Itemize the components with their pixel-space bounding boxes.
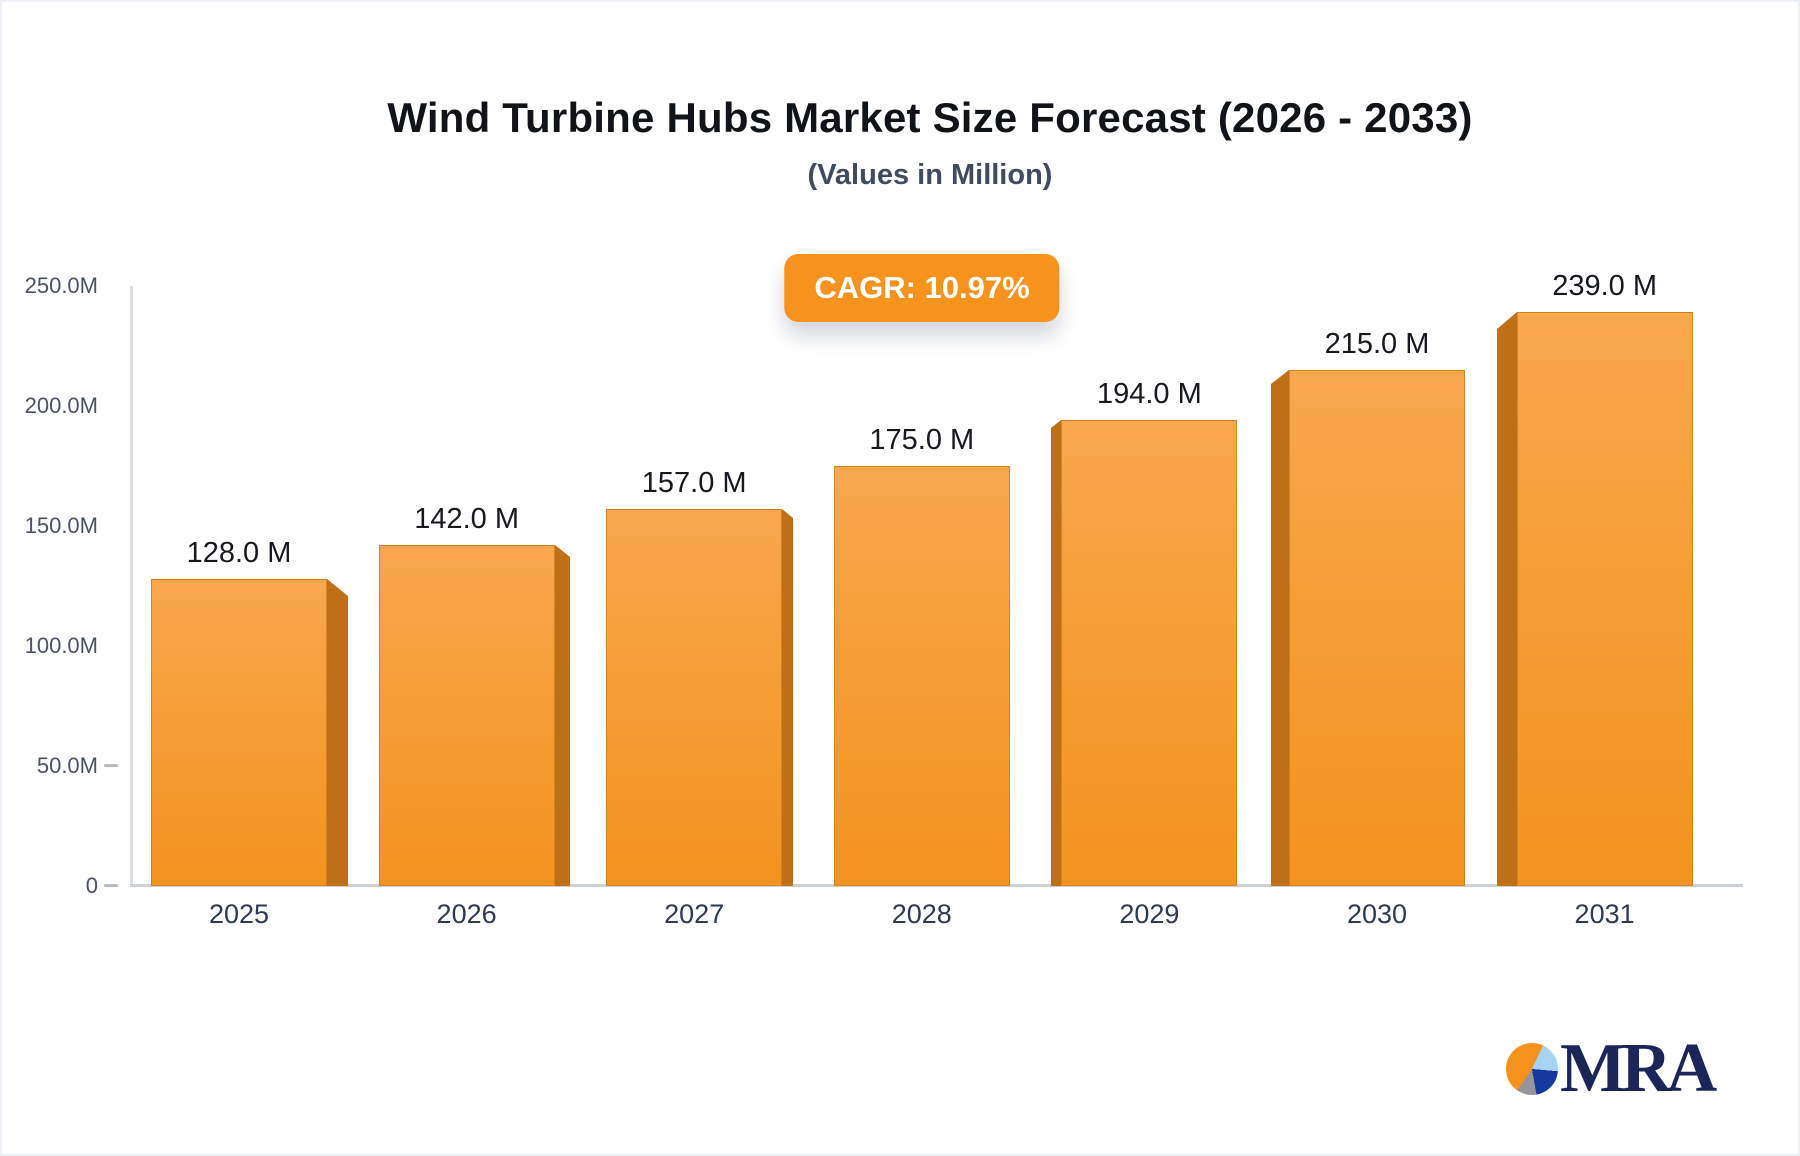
y-axis-tick-label: 200.0M [24, 393, 98, 418]
bar [834, 466, 1010, 886]
chart-subtitle: (Values in Million) [807, 159, 1053, 191]
bar-value-label: 194.0 M [1096, 378, 1202, 410]
bar-3d-side [1497, 312, 1517, 886]
bar-value-label: 128.0 M [186, 537, 292, 569]
y-axis-tick-mark [104, 884, 118, 887]
y-axis-tick-label: 100.0M [24, 633, 98, 658]
y-axis-tick-label: 250.0M [24, 273, 98, 298]
cagr-badge: CAGR: 10.97% [784, 254, 1060, 322]
y-axis-line [130, 286, 133, 886]
bar [379, 545, 555, 886]
bar-value-label: 157.0 M [641, 467, 747, 499]
bar-value-label: 175.0 M [869, 424, 975, 456]
bar [1061, 420, 1237, 886]
y-axis-tick-label: 0 [85, 873, 98, 898]
y-axis-tick-mark [104, 764, 118, 767]
x-axis-category-label: 2025 [208, 899, 270, 929]
brand-logo: MRA [1506, 1030, 1717, 1107]
bar-3d-side [782, 509, 793, 886]
bar-3d-side [1051, 420, 1061, 886]
brand-logo-text: MRA [1560, 1030, 1717, 1107]
pie-chart-logo-icon [1506, 1043, 1558, 1095]
x-axis-category-label: 2031 [1574, 899, 1635, 929]
x-axis-category-label: 2030 [1346, 899, 1408, 929]
bar-value-label: 215.0 M [1324, 328, 1430, 360]
x-axis-category-label: 2029 [1119, 899, 1180, 929]
bar-3d-side [555, 545, 570, 886]
bar [151, 579, 327, 886]
bar-3d-side [327, 579, 348, 886]
bar-value-label: 239.0 M [1552, 270, 1657, 302]
bar [606, 509, 782, 886]
bar [1289, 370, 1465, 886]
bar-value-label: 142.0 M [414, 503, 519, 535]
y-axis-tick-label: 150.0M [24, 513, 98, 538]
x-axis-category-label: 2027 [664, 899, 725, 929]
x-axis-category-label: 2026 [436, 899, 497, 929]
y-axis-tick-label: 50.0M [36, 753, 98, 778]
x-axis-category-label: 2028 [891, 899, 952, 929]
page-title: Wind Turbine Hubs Market Size Forecast (… [387, 94, 1473, 141]
bar [1517, 312, 1693, 886]
bar-3d-side [1271, 370, 1289, 886]
